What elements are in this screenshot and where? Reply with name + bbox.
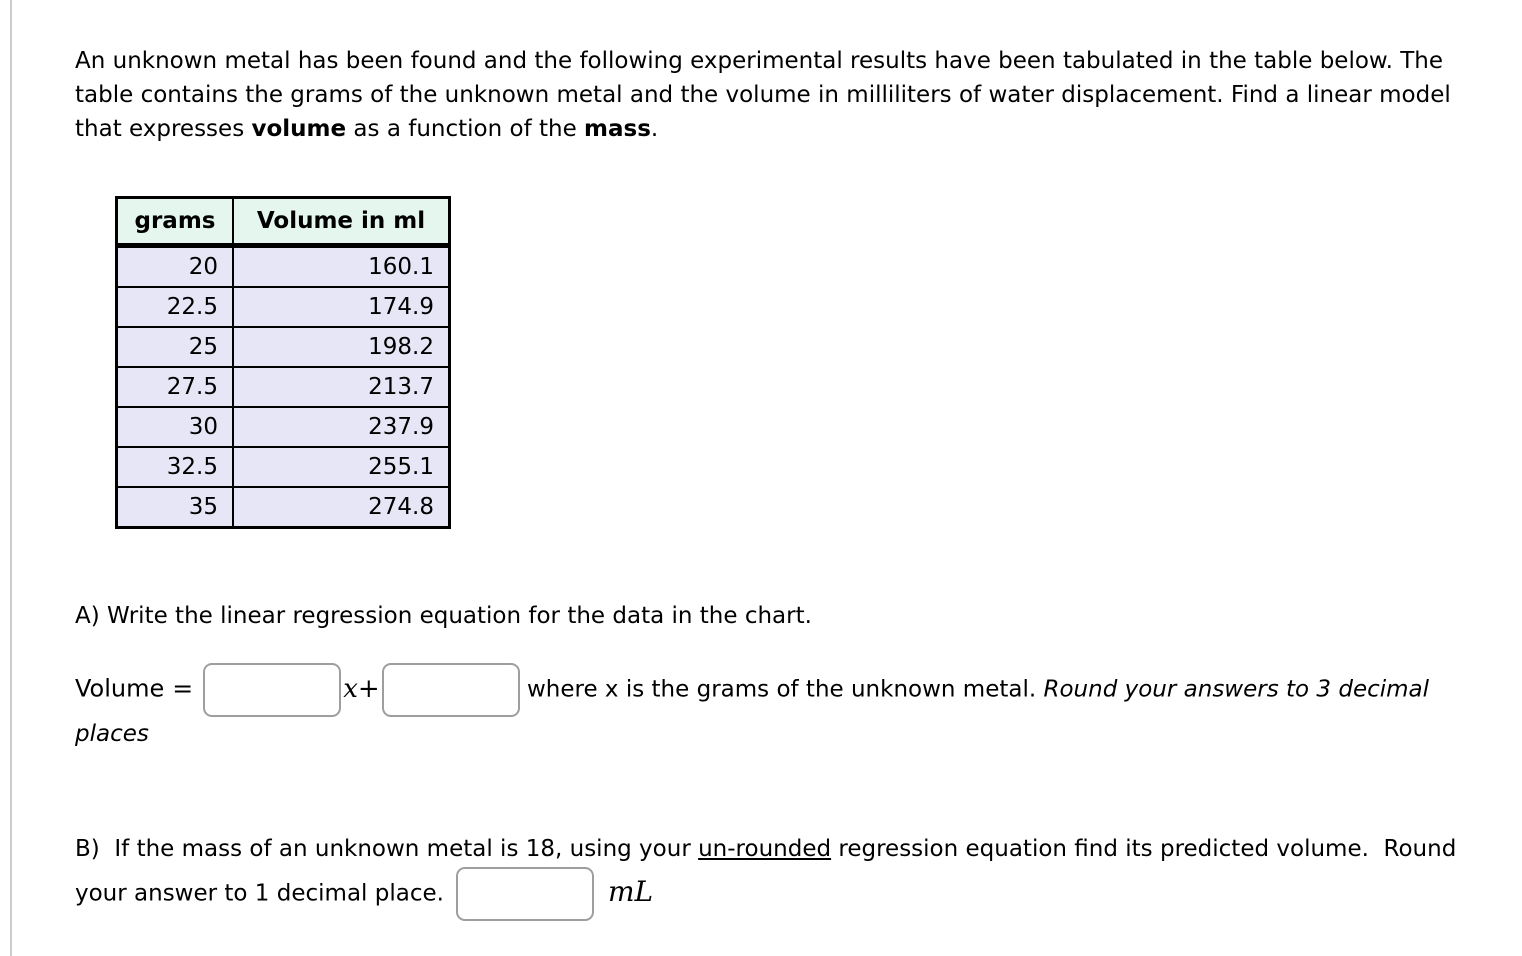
cell-grams: 22.5 — [115, 286, 234, 328]
x-plus-math: x+ — [343, 673, 380, 704]
equals-sign: = — [172, 673, 194, 703]
part-a-rounding-note: Round your answers to 3 decimal places — [75, 676, 1430, 748]
part-b-prompt: B) If the mass of an unknown metal is 18… — [75, 831, 1472, 921]
part-a-equation: Volume = x+ where x is the grams of the un… — [75, 663, 1465, 751]
part-b-text-2: regression equation find its predicted v… — [75, 836, 1457, 907]
cell-volume: 174.9 — [232, 286, 451, 328]
intro-text-1: An unknown metal has been found and the … — [75, 48, 1451, 142]
experiment-data-table: grams Volume in ml 20 160.1 22.5 174.9 2… — [115, 196, 451, 529]
slope-input[interactable] — [203, 663, 342, 717]
cell-grams: 30 — [115, 406, 234, 448]
cell-volume: 213.7 — [232, 366, 451, 408]
table-row: 32.5 255.1 — [115, 446, 451, 488]
cell-grams: 32.5 — [115, 446, 234, 488]
table-row: 27.5 213.7 — [115, 366, 451, 408]
table-row: 20 160.1 — [115, 244, 451, 288]
table-row: 25 198.2 — [115, 326, 451, 368]
cell-grams: 35 — [115, 486, 234, 529]
problem-content: An unknown metal has been found and the … — [75, 44, 1472, 921]
cell-volume: 255.1 — [232, 446, 451, 488]
problem-statement: An unknown metal has been found and the … — [75, 44, 1472, 146]
intro-bold-mass: mass — [584, 116, 651, 142]
cell-volume: 237.9 — [232, 406, 451, 448]
equation-lhs-label: Volume — [75, 674, 165, 703]
cell-grams: 27.5 — [115, 366, 234, 408]
cell-volume: 160.1 — [232, 244, 451, 288]
intro-text-3: . — [650, 116, 659, 142]
part-b-text-1: B) If the mass of an unknown metal is 18… — [75, 836, 699, 862]
intro-text-2: as a function of the — [346, 116, 585, 142]
intercept-input[interactable] — [381, 663, 520, 717]
header-grams: grams — [115, 196, 234, 248]
table-header-row: grams Volume in ml — [115, 196, 451, 248]
unit-ml-label: mL — [607, 874, 654, 908]
table-row: 30 237.9 — [115, 406, 451, 448]
cell-grams: 25 — [115, 326, 234, 368]
part-b-underlined: un-rounded — [698, 836, 832, 862]
header-volume: Volume in ml — [232, 196, 451, 248]
predicted-volume-input[interactable] — [455, 867, 594, 921]
left-vertical-divider — [10, 0, 12, 956]
cell-volume: 198.2 — [232, 326, 451, 368]
cell-grams: 20 — [115, 244, 234, 288]
intro-bold-volume: volume — [251, 116, 347, 142]
table-row: 35 274.8 — [115, 486, 451, 529]
part-a-prompt: A) Write the linear regression equation … — [75, 603, 812, 629]
cell-volume: 274.8 — [232, 486, 451, 529]
table-row: 22.5 174.9 — [115, 286, 451, 328]
part-a-suffix: where x is the grams of the unknown meta… — [526, 676, 1037, 703]
